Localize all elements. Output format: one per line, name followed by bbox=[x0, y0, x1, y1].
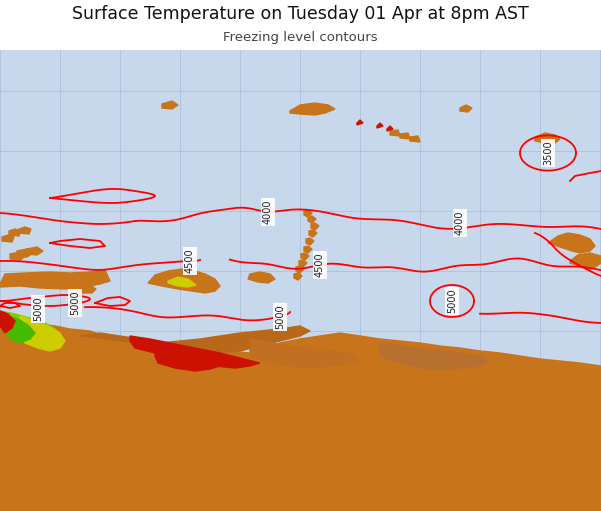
Polygon shape bbox=[294, 273, 302, 280]
Polygon shape bbox=[168, 277, 196, 287]
Polygon shape bbox=[410, 136, 420, 142]
Text: 4000: 4000 bbox=[455, 211, 465, 235]
Polygon shape bbox=[72, 285, 96, 293]
Polygon shape bbox=[357, 120, 363, 125]
Polygon shape bbox=[155, 353, 220, 371]
Polygon shape bbox=[130, 336, 260, 368]
Polygon shape bbox=[162, 101, 178, 109]
Polygon shape bbox=[460, 105, 472, 112]
Polygon shape bbox=[5, 315, 35, 343]
Polygon shape bbox=[20, 316, 65, 351]
Polygon shape bbox=[148, 269, 220, 293]
Polygon shape bbox=[548, 233, 595, 253]
Polygon shape bbox=[296, 266, 304, 273]
Polygon shape bbox=[380, 343, 490, 369]
Polygon shape bbox=[2, 235, 14, 242]
Text: 3500: 3500 bbox=[543, 141, 553, 166]
Polygon shape bbox=[301, 253, 309, 260]
Polygon shape bbox=[250, 339, 360, 368]
Polygon shape bbox=[19, 227, 31, 234]
Polygon shape bbox=[390, 130, 400, 136]
Text: 5000: 5000 bbox=[70, 291, 80, 315]
Text: 5000: 5000 bbox=[33, 297, 43, 321]
Polygon shape bbox=[304, 246, 312, 253]
Polygon shape bbox=[306, 238, 314, 245]
Polygon shape bbox=[308, 216, 316, 223]
Text: 4500: 4500 bbox=[185, 249, 195, 273]
Polygon shape bbox=[0, 316, 601, 511]
Polygon shape bbox=[535, 133, 560, 143]
Polygon shape bbox=[400, 133, 410, 139]
Polygon shape bbox=[27, 247, 43, 255]
Text: 4000: 4000 bbox=[263, 200, 273, 224]
Polygon shape bbox=[387, 126, 393, 131]
Polygon shape bbox=[0, 311, 60, 346]
Polygon shape bbox=[311, 223, 319, 230]
Polygon shape bbox=[80, 326, 310, 353]
Text: 5000: 5000 bbox=[275, 305, 285, 329]
Polygon shape bbox=[17, 249, 33, 257]
Polygon shape bbox=[309, 230, 317, 237]
Polygon shape bbox=[304, 210, 312, 217]
Text: 4500: 4500 bbox=[315, 252, 325, 277]
Text: Freezing level contours: Freezing level contours bbox=[223, 31, 378, 44]
Polygon shape bbox=[570, 253, 601, 269]
Polygon shape bbox=[299, 260, 307, 267]
Polygon shape bbox=[10, 252, 26, 260]
Text: Surface Temperature on Tuesday 01 Apr at 8pm AST: Surface Temperature on Tuesday 01 Apr at… bbox=[72, 5, 529, 23]
Polygon shape bbox=[0, 270, 110, 289]
Polygon shape bbox=[9, 229, 21, 236]
Polygon shape bbox=[248, 272, 275, 283]
Polygon shape bbox=[377, 123, 383, 128]
Polygon shape bbox=[0, 311, 15, 333]
Text: 5000: 5000 bbox=[447, 289, 457, 313]
Polygon shape bbox=[290, 103, 335, 115]
